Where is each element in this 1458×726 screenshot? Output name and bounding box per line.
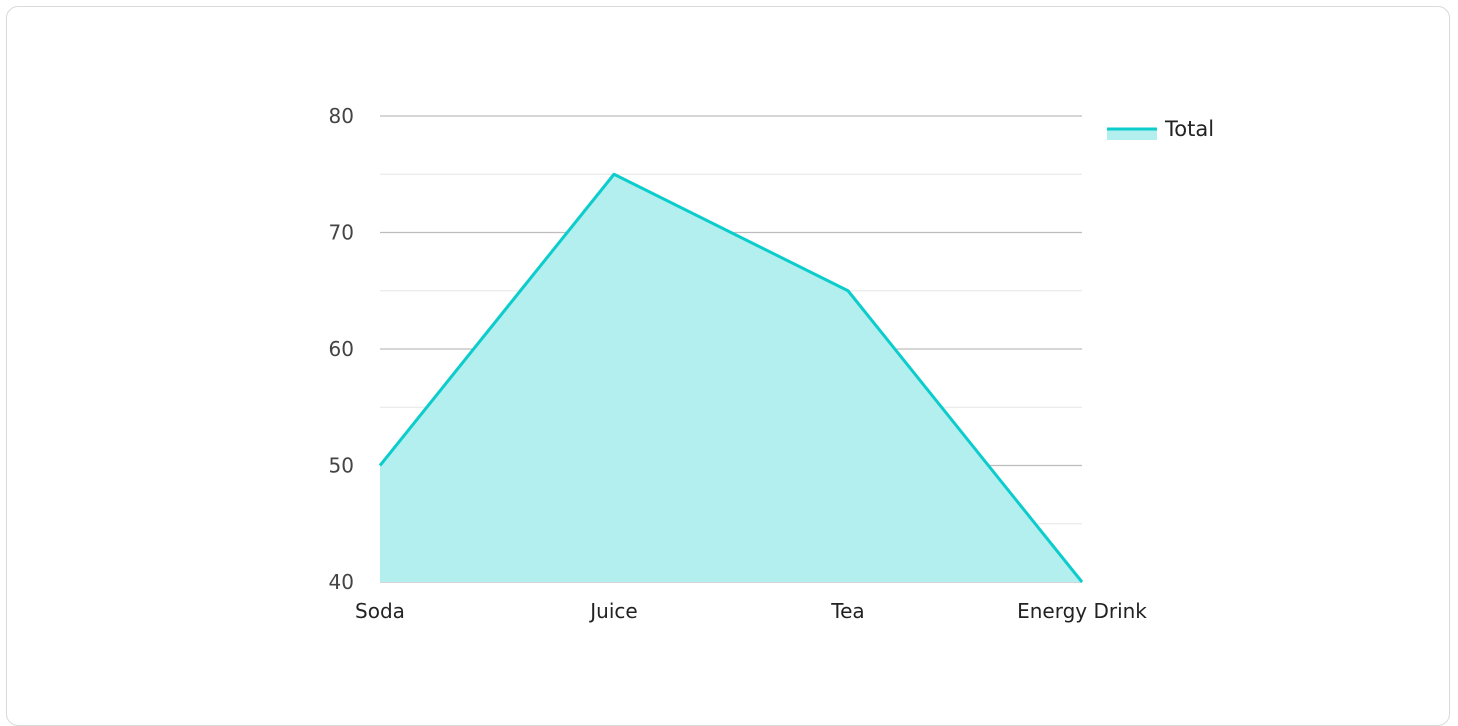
legend-swatch-fill [1107, 129, 1157, 140]
x-tick-label: Juice [588, 599, 637, 623]
y-tick-label: 50 [329, 454, 354, 478]
x-tick-label: Soda [355, 599, 405, 623]
x-tick-label: Tea [830, 599, 864, 623]
area-chart: 40 50 60 70 80 Soda Juice Tea Energy Drink Tota… [329, 104, 1215, 623]
legend-label-total: Total [1164, 117, 1214, 141]
series-line-total [378, 172, 1084, 583]
legend[interactable]: Total [1107, 117, 1214, 141]
y-tick-label: 60 [329, 337, 354, 361]
series-area-total [380, 174, 1082, 582]
y-tick-label: 70 [329, 221, 354, 245]
x-axis-ticks: Soda Juice Tea Energy Drink [355, 599, 1147, 623]
y-tick-label: 80 [329, 104, 354, 128]
x-tick-label: Energy Drink [1017, 599, 1147, 623]
y-tick-label: 40 [329, 570, 354, 594]
y-axis-ticks: 40 50 60 70 80 [329, 104, 354, 594]
